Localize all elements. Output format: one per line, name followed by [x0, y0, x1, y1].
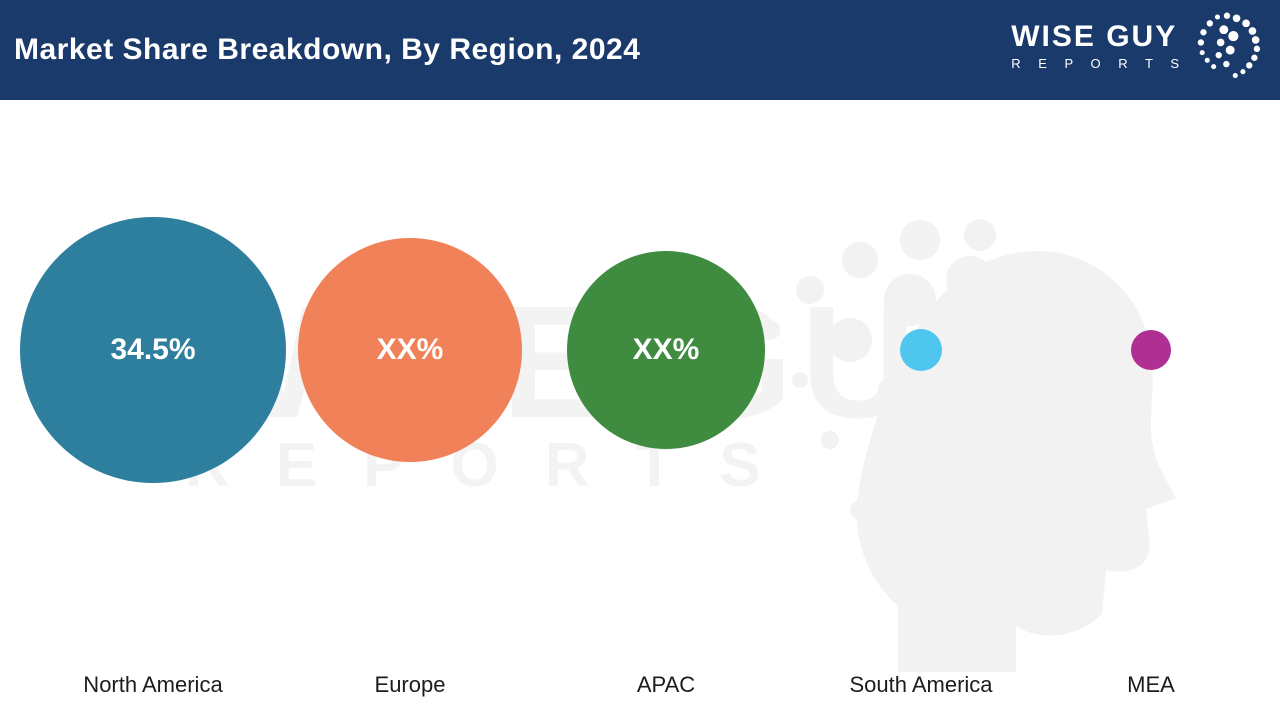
region-label-apac: APAC — [636, 672, 696, 697]
bubble-value-label: 34.5% — [110, 333, 196, 366]
region-label-mea: MEA — [1127, 672, 1175, 697]
bubble-value-label: XX% — [376, 333, 444, 366]
bubble-europe: XX% — [298, 238, 522, 462]
brand-logo: WISE GUY R E P O R T S — [1011, 8, 1262, 82]
bubble-apac: XX% — [567, 251, 765, 449]
region-label-south-america: South America — [849, 672, 993, 697]
bubble-value-label: XX% — [632, 333, 700, 366]
region-label-north-america: North America — [83, 672, 223, 697]
header-bar: Market Share Breakdown, By Region, 2024 … — [0, 0, 1280, 100]
watermark-head-icon — [740, 210, 1180, 685]
brand-logo-text: WISE GUY R E P O R T S — [1011, 20, 1186, 71]
brand-subtitle: R E P O R T S — [1011, 55, 1186, 71]
brand-head-icon — [1192, 8, 1262, 82]
bubble-mea — [1131, 330, 1171, 370]
brand-name: WISE GUY — [1011, 19, 1178, 53]
bubble-north-america: 34.5% — [20, 217, 286, 483]
region-label-europe: Europe — [374, 672, 446, 697]
bubble-south-america — [900, 329, 942, 371]
page-title: Market Share Breakdown, By Region, 2024 — [14, 33, 641, 66]
